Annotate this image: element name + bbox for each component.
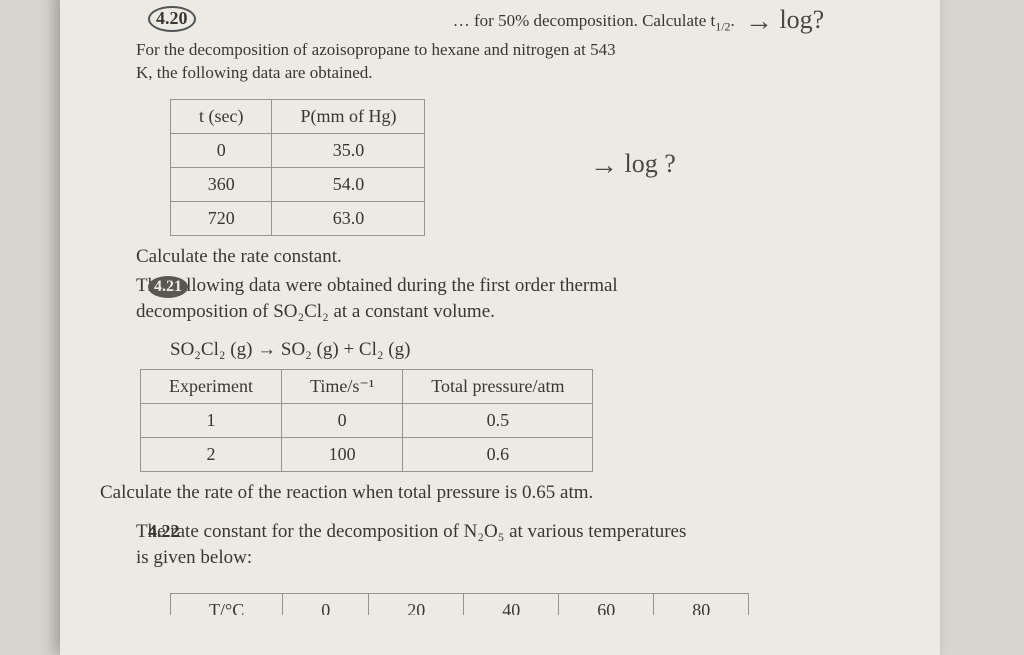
table-header: Experiment [141,369,282,403]
table-cell: 54.0 [272,167,425,201]
table-cell: 2 [141,437,282,471]
q420-t-half-sub: 1/2 [715,19,730,33]
q421-line1: The following data were obtained during … [136,275,618,296]
q420-partial-text: … for 50% decomposition. Calculate t [453,11,716,30]
table-row: Experiment Time/s⁻¹ Total pressure/atm [141,369,593,403]
table-header: P(mm of Hg) [272,99,425,133]
q421-number: 4.21 [148,273,188,298]
table-cell: 0.5 [403,403,593,437]
page: 4.20 pad pad pad pad pad pad pad pad pad… [60,0,940,655]
q420-number: 4.20 [148,6,196,32]
q422-number: 4.22 [148,519,180,543]
table-header: t (sec) [171,99,272,133]
q420-line2: K, the following data are obtained. [136,63,373,82]
table-row: 0 35.0 [171,133,425,167]
table-row: t (sec) P(mm of Hg) [171,99,425,133]
q422: 4.22 The rate constant for the decomposi… [130,519,900,570]
q420-closing: Calculate the rate constant. [136,244,900,270]
q420-table-wrap: t (sec) P(mm of Hg) 0 35.0 360 54.0 720 … [130,99,900,236]
table-row: T/°C 0 20 40 60 80 [171,593,749,615]
q421-equation: SO₂Cl₂ (g) → SO₂ (g) + Cl₂ (g) [170,339,900,361]
q421-closing: Calculate the rate of the reaction when … [100,480,900,506]
table-cell: 40 [464,593,559,615]
table-row: 1 0 0.5 [141,403,593,437]
table-row: 720 63.0 [171,201,425,235]
table-header: Total pressure/atm [403,369,593,403]
q421-table: Experiment Time/s⁻¹ Total pressure/atm 1… [140,369,593,472]
table-cell: 63.0 [272,201,425,235]
table-header: Time/s⁻¹ [281,369,402,403]
q422-line1: The rate constant for the decomposition … [136,521,686,542]
table-cell: 360 [171,167,272,201]
q422-table-cut: T/°C 0 20 40 60 80 [130,585,900,615]
table-cell: 20 [369,593,464,615]
handwriting-mid: → log ? [590,149,676,182]
table-cell: 80 [654,593,749,615]
table-cell: 0 [283,593,369,615]
q421-line2: decomposition of SO₂Cl₂ at a constant vo… [136,301,495,322]
q420-table: t (sec) P(mm of Hg) 0 35.0 360 54.0 720 … [170,99,425,236]
table-cell: 0.6 [403,437,593,471]
q422-line2: is given below: [136,547,252,568]
q421: 4.21 The following data were obtained du… [130,273,900,324]
table-cell: 60 [559,593,654,615]
table-cell: T/°C [171,593,283,615]
handwriting-top: → log? [745,5,824,34]
arrow-icon: → [745,3,773,41]
q420-top-partial: 4.20 pad pad pad pad pad pad pad pad pad… [130,0,900,85]
table-cell: 0 [171,133,272,167]
q422-table: T/°C 0 20 40 60 80 [170,593,749,615]
arrow-icon: → [590,150,618,182]
table-cell: 720 [171,201,272,235]
q420-line1: For the decomposition of azoisopropane t… [136,40,616,59]
table-cell: 1 [141,403,282,437]
table-cell: 35.0 [272,133,425,167]
table-row: 2 100 0.6 [141,437,593,471]
table-cell: 100 [281,437,402,471]
table-row: 360 54.0 [171,167,425,201]
table-cell: 0 [281,403,402,437]
